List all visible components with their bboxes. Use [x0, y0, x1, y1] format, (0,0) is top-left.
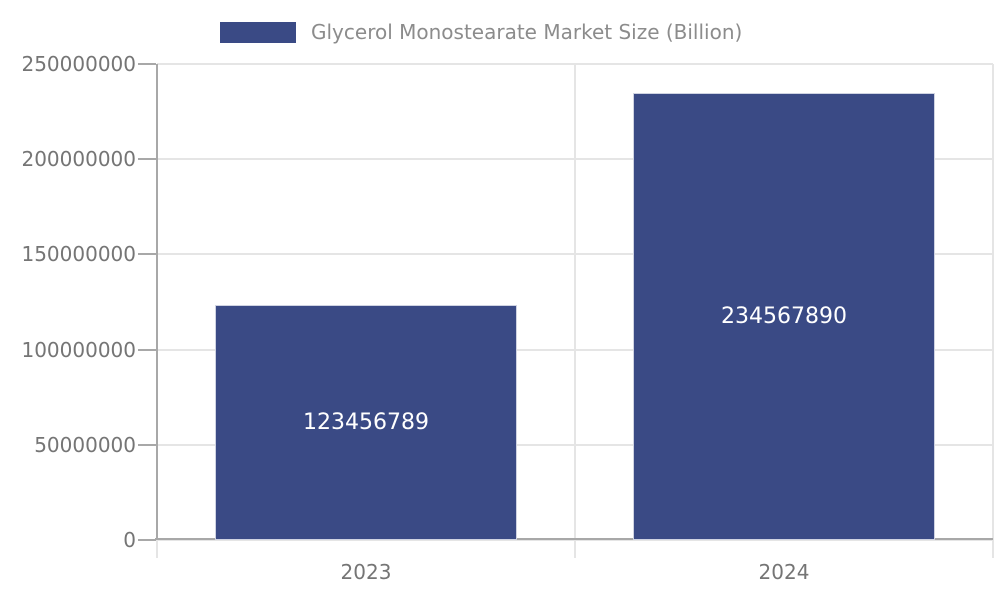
y-axis-label: 150000000 [21, 242, 136, 267]
legend-label: Glycerol Monostearate Market Size (Billi… [311, 20, 743, 44]
y-axis-tick [138, 63, 156, 65]
y-axis-label: 250000000 [21, 52, 136, 76]
y-axis-label: 200000000 [21, 147, 136, 172]
bar[interactable]: 234567890 [633, 93, 935, 540]
bar[interactable]: 123456789 [215, 304, 517, 540]
grid-line-x [992, 64, 994, 558]
y-axis-tick [138, 253, 156, 256]
grid-line-x [574, 64, 576, 558]
x-axis-line [155, 538, 993, 540]
y-axis-line [156, 64, 158, 540]
y-axis-tick [138, 443, 156, 446]
x-axis-label: 2024 [758, 560, 810, 584]
y-axis-tick [138, 158, 156, 161]
legend-swatch [220, 21, 296, 43]
y-axis-tick [138, 539, 156, 541]
y-axis-label: 50000000 [34, 432, 136, 457]
y-axis-tick [138, 348, 156, 351]
bar-value-label: 234567890 [721, 304, 847, 330]
y-axis-label: 100000000 [21, 337, 136, 362]
legend-item[interactable]: Glycerol Monostearate Market Size (Billi… [220, 20, 742, 44]
bar-value-label: 123456789 [303, 409, 429, 435]
y-axis-label: 0 [123, 528, 136, 552]
x-axis-label: 2023 [340, 560, 392, 584]
plot-area: 0 50000000 100000000 150000000 200000000 2500… [21, 52, 994, 584]
